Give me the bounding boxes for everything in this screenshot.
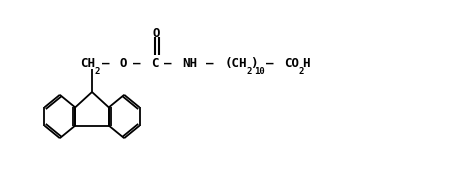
- Text: —: —: [133, 57, 141, 70]
- Text: 2: 2: [299, 67, 304, 76]
- Text: 2: 2: [247, 67, 252, 76]
- Text: —: —: [266, 57, 273, 70]
- Text: —: —: [101, 57, 109, 70]
- Text: NH: NH: [182, 57, 198, 70]
- Text: O: O: [119, 57, 127, 70]
- Text: CO: CO: [284, 57, 299, 70]
- Text: —: —: [207, 57, 214, 70]
- Text: (CH: (CH: [224, 57, 247, 70]
- Text: O: O: [153, 27, 160, 40]
- Text: 10: 10: [254, 67, 265, 76]
- Text: ): ): [250, 57, 258, 70]
- Text: H: H: [303, 57, 310, 70]
- Text: —: —: [164, 57, 172, 70]
- Text: 2: 2: [95, 67, 100, 76]
- Text: CH: CH: [80, 57, 95, 70]
- Text: C: C: [151, 57, 158, 70]
